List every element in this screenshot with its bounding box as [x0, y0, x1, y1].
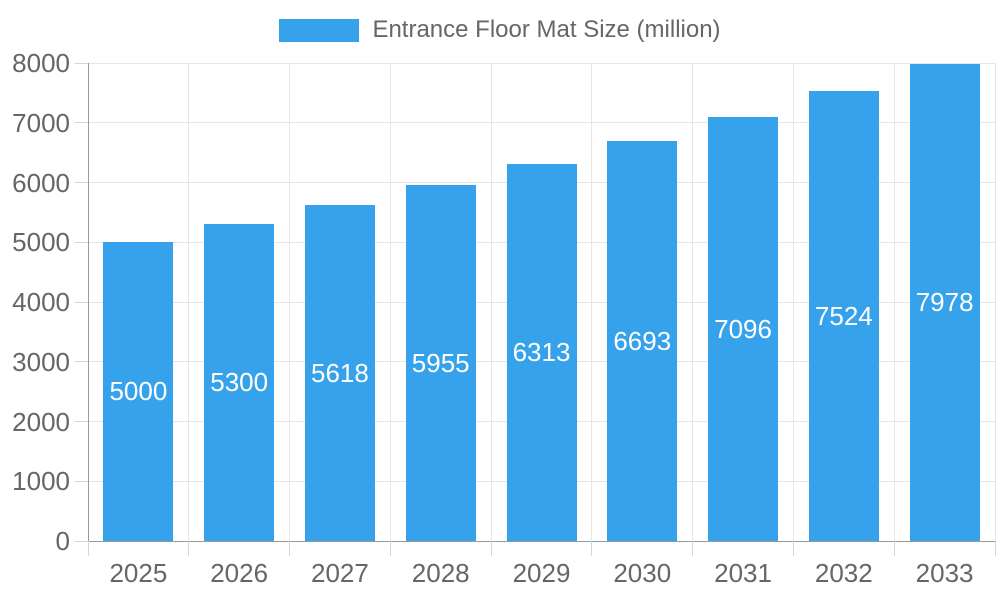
x-tick-label: 2027 — [311, 558, 369, 588]
x-tick-label: 2026 — [210, 558, 269, 588]
y-tick-label: 1000 — [12, 466, 70, 497]
bar-value-label: 6693 — [613, 325, 672, 356]
bar-value-label: 5618 — [311, 357, 369, 388]
x-tick-label: 2031 — [714, 558, 772, 588]
x-axis-tick — [692, 541, 694, 556]
bar[interactable]: 5955 — [405, 185, 476, 541]
x-axis-tick — [893, 541, 895, 556]
bar-value-label: 6313 — [512, 336, 571, 367]
x-tick-label: 2028 — [411, 558, 470, 588]
v-gridline — [490, 63, 492, 541]
y-tick-label: 2000 — [12, 406, 70, 437]
bar-value-label: 7978 — [915, 287, 974, 318]
x-tick-label: 2033 — [915, 558, 974, 588]
x-axis-tick — [289, 541, 291, 556]
v-gridline — [188, 63, 190, 541]
x-tick-label: 2030 — [613, 558, 672, 588]
y-axis-tick — [75, 301, 88, 303]
x-axis-tick — [188, 541, 190, 556]
y-tick-label: 4000 — [12, 287, 70, 317]
v-gridline — [591, 63, 593, 541]
legend[interactable]: Entrance Floor Mat Size (million) — [0, 16, 1000, 44]
y-tick-label: 0 — [55, 526, 70, 556]
v-gridline — [692, 63, 694, 541]
bar[interactable]: 6693 — [607, 141, 678, 541]
legend-label: Entrance Floor Mat Size (million) — [372, 16, 721, 43]
x-axis-tick — [792, 541, 794, 556]
y-axis-tick — [75, 241, 88, 243]
y-tick-label: 5000 — [12, 227, 70, 258]
y-axis-tick — [75, 62, 88, 64]
bar[interactable]: 7978 — [909, 64, 980, 541]
x-axis-tick — [490, 541, 492, 556]
y-axis-tick — [75, 480, 88, 482]
y-axis-tick — [75, 540, 88, 542]
bar-value-label: 7096 — [714, 313, 772, 344]
v-gridline — [289, 63, 291, 541]
bar-value-label: 5955 — [411, 347, 470, 378]
x-tick-label: 2032 — [814, 558, 873, 588]
h-gridline — [88, 62, 995, 64]
y-tick-label: 6000 — [12, 167, 70, 198]
y-axis-line — [88, 63, 89, 556]
x-axis-line — [88, 541, 996, 542]
plot-area: 5000 5300 5618 5955 6313 6693 7096 7524 7978 — [88, 62, 996, 541]
y-axis-tick — [75, 361, 88, 363]
bar[interactable]: 6313 — [506, 163, 577, 541]
x-axis-tick — [87, 541, 89, 556]
y-tick-label: 8000 — [12, 48, 70, 78]
bar[interactable]: 5000 — [103, 242, 174, 541]
bar[interactable]: 5300 — [204, 224, 275, 541]
v-gridline — [389, 63, 391, 541]
bar-value-label: 5000 — [109, 376, 168, 407]
x-tick-label: 2025 — [109, 558, 168, 588]
y-tick-label: 3000 — [12, 346, 70, 377]
bar[interactable]: 5618 — [304, 205, 375, 541]
bar-value-label: 7524 — [814, 300, 873, 331]
x-axis-tick — [994, 541, 996, 556]
v-gridline — [893, 63, 895, 541]
v-gridline — [994, 63, 996, 541]
bar-value-label: 5300 — [210, 367, 269, 398]
y-axis-tick — [75, 122, 88, 124]
x-tick-label: 2029 — [512, 558, 571, 588]
y-axis-tick — [75, 182, 88, 183]
y-tick-label: 7000 — [12, 107, 70, 138]
legend-swatch[interactable] — [279, 18, 360, 42]
bar[interactable]: 7524 — [808, 91, 879, 541]
v-gridline — [792, 63, 794, 541]
h-gridline — [88, 122, 995, 124]
x-axis-tick — [591, 541, 593, 556]
bar[interactable]: 7096 — [708, 117, 779, 541]
x-axis-tick — [389, 541, 391, 556]
y-axis-tick — [75, 421, 88, 422]
